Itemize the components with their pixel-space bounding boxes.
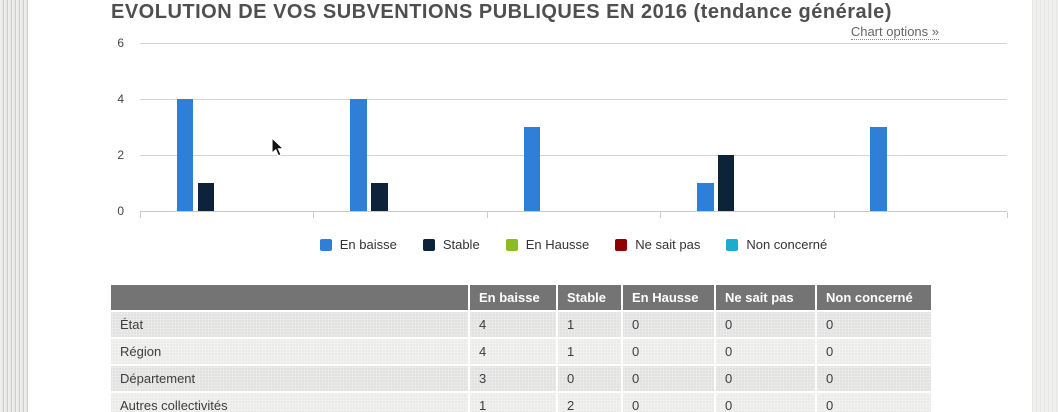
gridline [140,99,1007,100]
table-cell: 0 [817,339,931,366]
x-axis-line [140,211,1007,212]
x-axis-tick [140,212,141,218]
legend-swatch [615,238,628,251]
table-cell: 0 [716,312,817,339]
table-cell: 0 [623,393,716,412]
legend-swatch [726,238,739,251]
page-gutter-left [0,0,28,412]
gridline [140,43,1007,44]
table-cell: 0 [716,393,817,412]
bar-stable[interactable] [197,183,215,211]
table-cell: 1 [558,312,623,339]
table-cell: 1 [470,393,558,412]
table-header-cell: Ne sait pas [716,285,817,312]
table-header-cell: Stable [558,285,623,312]
bar-en-baisse[interactable] [350,99,367,211]
row-label: Région [111,339,470,366]
table-cell: 0 [817,393,931,412]
bar-en-baisse[interactable] [176,99,194,211]
content-area: EVOLUTION DE VOS SUBVENTIONS PUBLIQUES E… [28,0,1032,412]
chart-legend: En baisse Stable En Hausse Ne sait pas Non c… [140,237,1007,252]
table-row: Région 4 1 0 0 0 [111,339,931,366]
x-axis-tick [313,212,314,218]
table-header-cell: En baisse [470,285,558,312]
gridline [140,155,1007,156]
table-cell: 2 [558,393,623,412]
y-axis-label: 0 [117,204,124,218]
table-cell: 0 [817,366,931,393]
legend-item-en-baisse[interactable]: En baisse [319,237,397,252]
table-header-cell: Non concerné [817,285,931,312]
legend-item-non-concerné[interactable]: Non concerné [726,237,827,252]
legend-label: Non concerné [746,237,828,252]
row-label: État [111,312,470,339]
bar-en-baisse[interactable] [870,127,887,211]
bar-en-baisse[interactable] [696,183,714,211]
y-axis-label: 4 [117,92,124,106]
table-row: Autres collectivités 1 2 0 0 0 [111,393,931,412]
x-axis-tick [660,212,661,218]
chart-options-link[interactable]: Chart options » [850,24,939,40]
y-axis-label: 6 [117,36,124,50]
legend-swatch [505,238,518,251]
table-row: Département 3 0 0 0 0 [111,366,931,393]
legend-label: Stable [442,237,480,252]
legend-item-en-hausse[interactable]: En Hausse [505,237,590,252]
legend-item-stable[interactable]: Stable [422,237,480,252]
chart-title: EVOLUTION DE VOS SUBVENTIONS PUBLIQUES E… [111,1,892,23]
table-cell: 0 [623,312,716,339]
legend-label: En Hausse [525,237,590,252]
table-cell: 0 [558,366,623,393]
row-label: Autres collectivités [111,393,470,412]
legend-label: En baisse [339,237,397,252]
table-cell: 0 [716,339,817,366]
y-axis-label: 2 [117,148,124,162]
table-cell: 0 [817,312,931,339]
x-axis-tick [1007,212,1008,218]
table-cell: 3 [470,366,558,393]
table-header-cell [111,285,470,312]
table-cell: 4 [470,312,558,339]
legend-swatch [422,238,435,251]
x-axis-tick [834,212,835,218]
table-cell: 0 [716,366,817,393]
table-cell: 4 [470,339,558,366]
legend-label: Ne sait pas [635,237,701,252]
table-header-cell: En Hausse [623,285,716,312]
table-cell: 0 [623,366,716,393]
row-label: Département [111,366,470,393]
x-axis-tick [487,212,488,218]
bar-stable[interactable] [717,155,735,211]
page-gutter-right [1032,0,1058,412]
table-row: État 4 1 0 0 0 [111,312,931,339]
bar-stable[interactable] [370,183,388,211]
table-cell: 1 [558,339,623,366]
legend-swatch [319,238,332,251]
bar-en-baisse[interactable] [523,127,541,211]
table-header: En baisse Stable En Hausse Ne sait pas Non c… [111,285,931,312]
table-cell: 0 [623,339,716,366]
legend-item-ne-sait-pas[interactable]: Ne sait pas [615,237,700,252]
data-table: En baisse Stable En Hausse Ne sait pas Non c… [111,285,931,412]
